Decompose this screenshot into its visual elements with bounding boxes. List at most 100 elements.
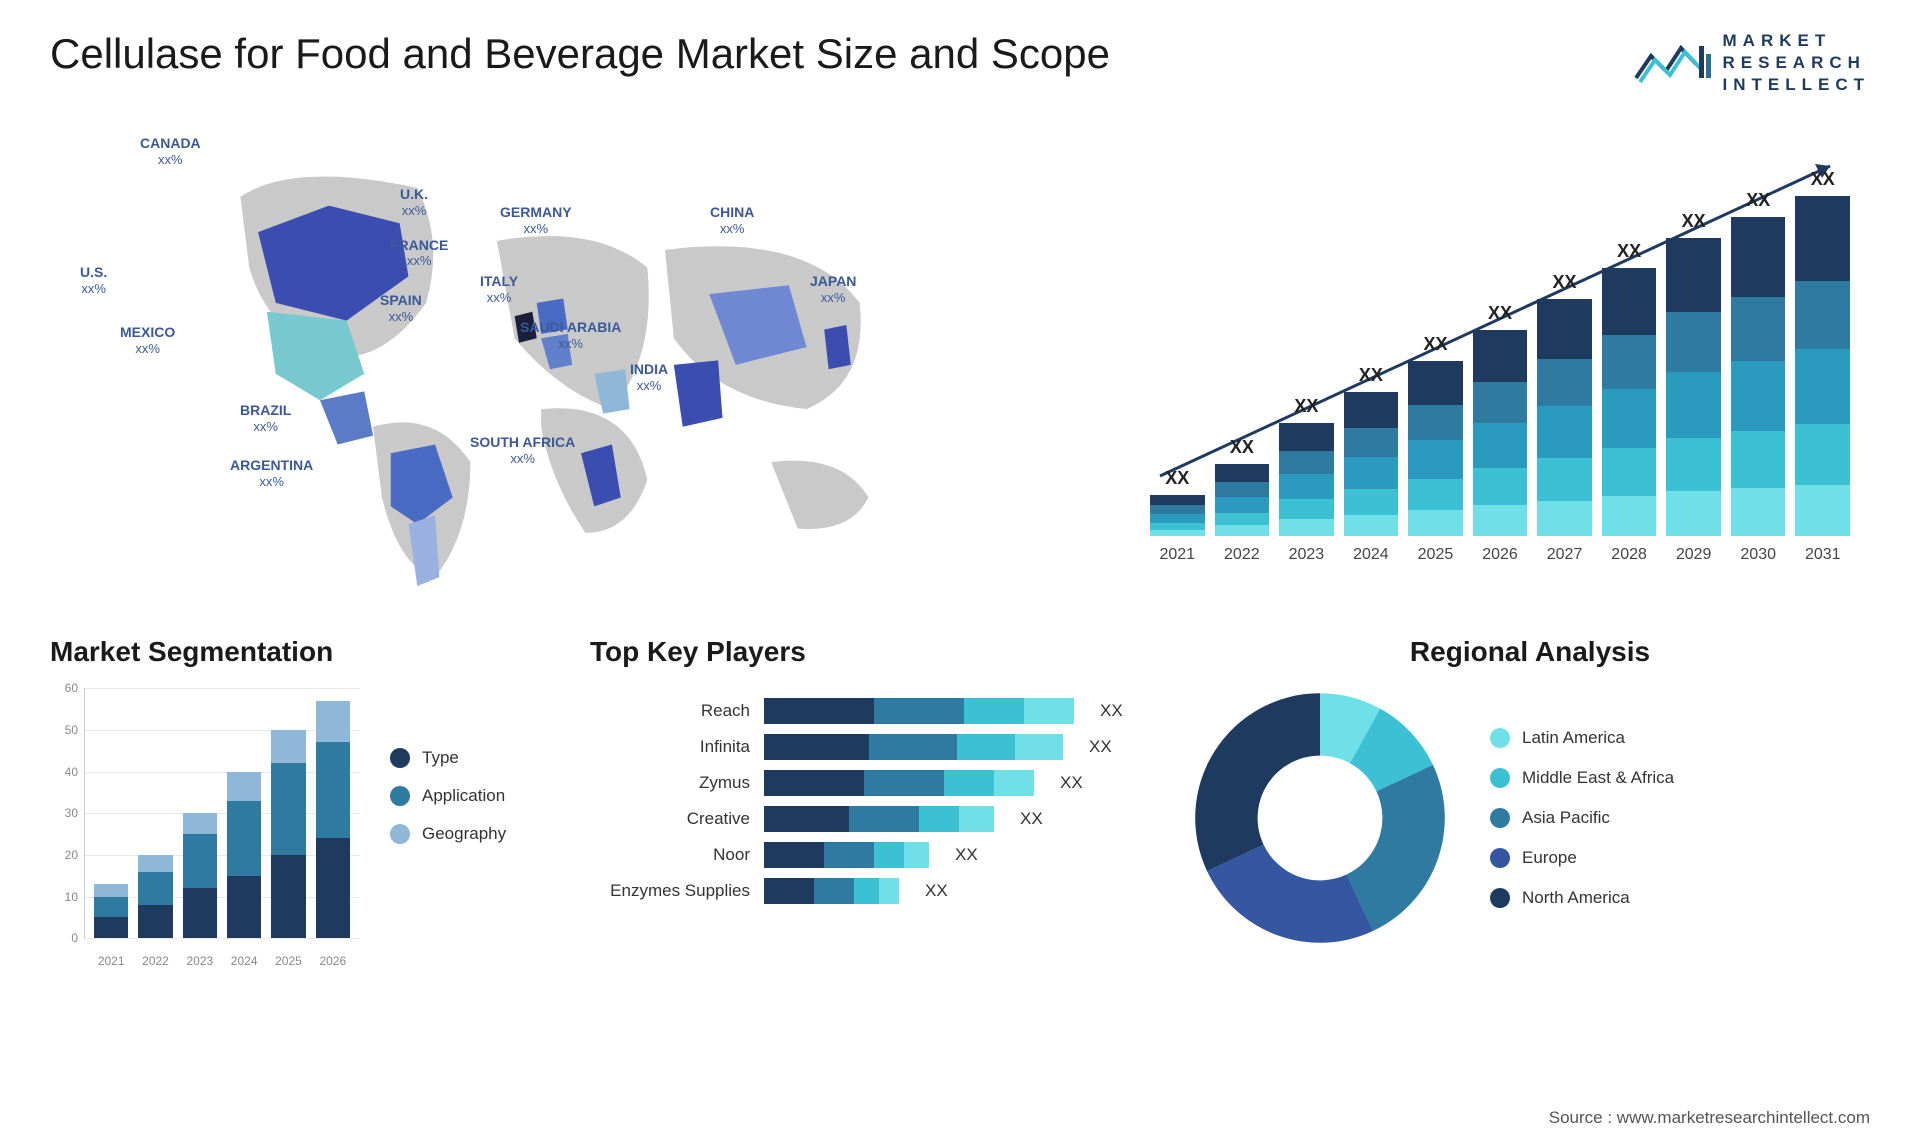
forecast-year-label: 2024 bbox=[1344, 546, 1399, 564]
legend-dot-icon bbox=[1490, 888, 1510, 908]
key-player-row: Infinita XX bbox=[590, 734, 1150, 760]
forecast-year-label: 2026 bbox=[1473, 546, 1528, 564]
forecast-value-label: XX bbox=[1746, 190, 1770, 211]
key-player-label: Creative bbox=[590, 809, 750, 829]
key-player-bar bbox=[764, 878, 899, 904]
legend-label: Application bbox=[422, 786, 505, 806]
forecast-bar: XX2021 bbox=[1150, 468, 1205, 536]
map-label: MEXICOxx% bbox=[120, 324, 175, 356]
legend-label: Type bbox=[422, 748, 459, 768]
segmentation-bar bbox=[94, 884, 128, 938]
legend-item: Geography bbox=[390, 824, 506, 844]
forecast-value-label: XX bbox=[1230, 437, 1254, 458]
legend-dot-icon bbox=[1490, 808, 1510, 828]
seg-ytick: 50 bbox=[50, 723, 78, 737]
segmentation-bar bbox=[183, 813, 217, 938]
map-label: U.S.xx% bbox=[80, 264, 107, 296]
seg-year-label: 2026 bbox=[316, 954, 350, 968]
legend-label: Asia Pacific bbox=[1522, 808, 1610, 828]
key-player-value: XX bbox=[1089, 737, 1112, 757]
key-player-row: Enzymes Supplies XX bbox=[590, 878, 1150, 904]
forecast-value-label: XX bbox=[1488, 303, 1512, 324]
forecast-bar: XX2025 bbox=[1408, 334, 1463, 536]
seg-ytick: 0 bbox=[50, 931, 78, 945]
forecast-value-label: XX bbox=[1811, 169, 1835, 190]
map-region bbox=[320, 392, 373, 445]
regional-title: Regional Analysis bbox=[1190, 636, 1870, 668]
map-label: SPAINxx% bbox=[380, 292, 422, 324]
legend-label: Europe bbox=[1522, 848, 1577, 868]
key-player-value: XX bbox=[1060, 773, 1083, 793]
map-region bbox=[594, 370, 629, 414]
legend-dot-icon bbox=[1490, 768, 1510, 788]
map-label: INDIAxx% bbox=[630, 361, 668, 393]
key-player-value: XX bbox=[1100, 701, 1123, 721]
legend-item: Europe bbox=[1490, 848, 1674, 868]
key-player-row: Zymus XX bbox=[590, 770, 1150, 796]
key-player-label: Zymus bbox=[590, 773, 750, 793]
bottom-row: Market Segmentation 0102030405060 202120… bbox=[50, 636, 1870, 968]
world-map: CANADAxx%U.S.xx%MEXICOxx%BRAZILxx%ARGENT… bbox=[50, 126, 1050, 586]
map-label: ITALYxx% bbox=[480, 273, 518, 305]
legend-item: Type bbox=[390, 748, 506, 768]
forecast-bar: XX2031 bbox=[1795, 169, 1850, 536]
seg-year-label: 2021 bbox=[94, 954, 128, 968]
seg-ytick: 10 bbox=[50, 890, 78, 904]
forecast-value-label: XX bbox=[1294, 396, 1318, 417]
key-player-row: NoorXX bbox=[590, 842, 1150, 868]
legend-item: Asia Pacific bbox=[1490, 808, 1674, 828]
forecast-bar: XX2030 bbox=[1731, 190, 1786, 536]
seg-ytick: 30 bbox=[50, 806, 78, 820]
key-player-value: XX bbox=[925, 881, 948, 901]
legend-label: Middle East & Africa bbox=[1522, 768, 1674, 788]
forecast-chart: XX2021XX2022XX2023XX2024XX2025XX2026XX20… bbox=[1110, 126, 1870, 586]
logo-line3: INTELLECT bbox=[1723, 74, 1871, 96]
logo-icon bbox=[1631, 36, 1711, 91]
legend-dot-icon bbox=[390, 824, 410, 844]
map-region bbox=[408, 516, 439, 587]
forecast-value-label: XX bbox=[1165, 468, 1189, 489]
key-player-label: Infinita bbox=[590, 737, 750, 757]
key-player-bar bbox=[764, 842, 929, 868]
key-player-row: ReachXX bbox=[590, 698, 1150, 724]
logo: MARKET RESEARCH INTELLECT bbox=[1631, 30, 1871, 96]
forecast-year-label: 2025 bbox=[1408, 546, 1463, 564]
forecast-year-label: 2021 bbox=[1150, 546, 1205, 564]
forecast-value-label: XX bbox=[1617, 241, 1641, 262]
segmentation-title: Market Segmentation bbox=[50, 636, 550, 668]
page-title: Cellulase for Food and Beverage Market S… bbox=[50, 30, 1110, 78]
legend-label: North America bbox=[1522, 888, 1630, 908]
legend-label: Geography bbox=[422, 824, 506, 844]
forecast-bar: XX2026 bbox=[1473, 303, 1528, 536]
forecast-bar: XX2024 bbox=[1344, 365, 1399, 536]
forecast-year-label: 2029 bbox=[1666, 546, 1721, 564]
legend-dot-icon bbox=[390, 786, 410, 806]
forecast-year-label: 2028 bbox=[1602, 546, 1657, 564]
map-label: CHINAxx% bbox=[710, 204, 754, 236]
seg-year-label: 2022 bbox=[138, 954, 172, 968]
legend-item: Middle East & Africa bbox=[1490, 768, 1674, 788]
map-label: U.K.xx% bbox=[400, 186, 428, 218]
donut-slice bbox=[1195, 693, 1320, 871]
forecast-bar: XX2027 bbox=[1537, 272, 1592, 536]
map-label: SOUTH AFRICAxx% bbox=[470, 434, 575, 466]
map-svg bbox=[50, 126, 1050, 586]
legend-item: North America bbox=[1490, 888, 1674, 908]
key-player-bar bbox=[764, 734, 1063, 760]
segmentation-bar bbox=[138, 855, 172, 938]
forecast-value-label: XX bbox=[1359, 365, 1383, 386]
map-region bbox=[674, 361, 723, 427]
key-player-value: XX bbox=[955, 845, 978, 865]
legend-item: Latin America bbox=[1490, 728, 1674, 748]
segmentation-panel: Market Segmentation 0102030405060 202120… bbox=[50, 636, 550, 968]
segmentation-bar bbox=[316, 701, 350, 938]
forecast-year-label: 2023 bbox=[1279, 546, 1334, 564]
forecast-year-label: 2022 bbox=[1215, 546, 1270, 564]
legend-dot-icon bbox=[390, 748, 410, 768]
seg-ytick: 20 bbox=[50, 848, 78, 862]
forecast-year-label: 2027 bbox=[1537, 546, 1592, 564]
seg-year-label: 2024 bbox=[227, 954, 261, 968]
key-player-label: Enzymes Supplies bbox=[590, 881, 750, 901]
map-label: FRANCExx% bbox=[390, 237, 448, 269]
logo-line2: RESEARCH bbox=[1723, 52, 1871, 74]
